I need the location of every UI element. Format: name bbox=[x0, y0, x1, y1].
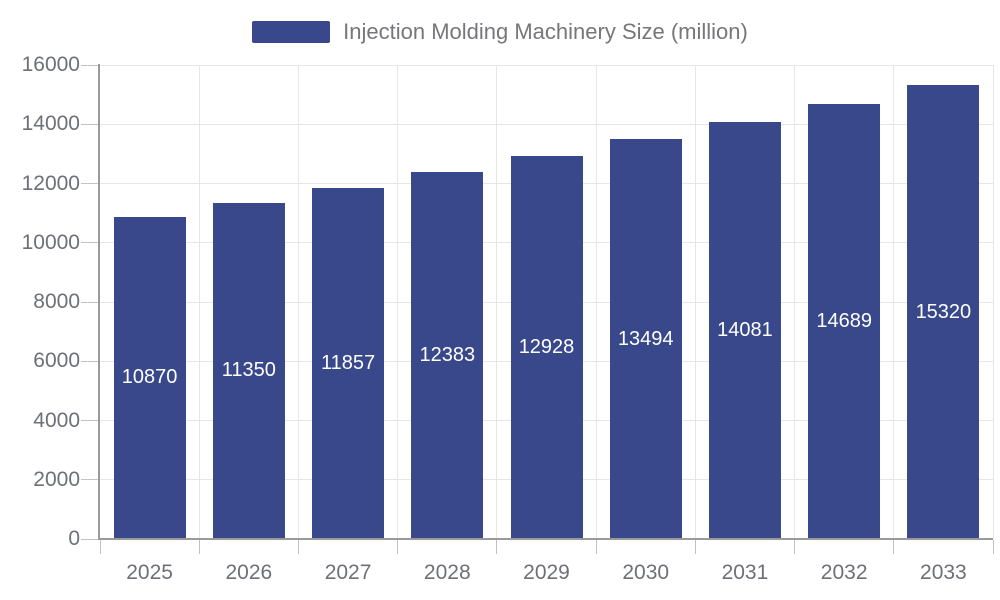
y-axis-line bbox=[98, 64, 100, 540]
vertical-gridline bbox=[198, 65, 200, 539]
horizontal-gridline bbox=[100, 123, 993, 125]
x-axis-tick-label: 2028 bbox=[423, 561, 471, 584]
legend-label: Injection Molding Machinery Size (millio… bbox=[343, 19, 748, 44]
x-axis-tick bbox=[198, 540, 200, 554]
x-axis-tick bbox=[893, 540, 895, 554]
y-axis-tick bbox=[81, 538, 99, 540]
y-axis-tick-label: 16000 bbox=[21, 53, 80, 76]
y-axis-tick bbox=[81, 242, 99, 244]
y-axis-tick-label: 2000 bbox=[33, 467, 80, 491]
x-axis-tick bbox=[99, 540, 101, 554]
bar-value-label: 12928 bbox=[518, 335, 575, 358]
y-axis-tick bbox=[81, 301, 99, 303]
y-axis-tick bbox=[81, 64, 99, 66]
bar[interactable]: 10870 bbox=[113, 216, 186, 538]
y-axis-tick-label: 4000 bbox=[33, 408, 80, 432]
legend-swatch bbox=[252, 21, 331, 43]
vertical-gridline bbox=[297, 65, 299, 539]
vertical-gridline bbox=[694, 65, 696, 539]
vertical-gridline bbox=[397, 65, 399, 539]
x-axis-tick-label: 2031 bbox=[721, 561, 769, 584]
y-axis-tick bbox=[81, 123, 99, 125]
bar[interactable]: 14081 bbox=[708, 121, 781, 538]
x-axis-tick-label: 2030 bbox=[622, 561, 670, 584]
vertical-gridline bbox=[992, 65, 994, 539]
x-axis-tick bbox=[496, 540, 498, 554]
bar-value-label: 14081 bbox=[717, 318, 773, 341]
bar[interactable]: 11857 bbox=[312, 187, 385, 538]
bar[interactable]: 12928 bbox=[510, 156, 583, 538]
y-axis-tick-label: 6000 bbox=[33, 349, 80, 373]
y-axis-tick-label: 12000 bbox=[21, 171, 80, 195]
x-axis-tick-label: 2029 bbox=[523, 561, 570, 584]
bar-value-label: 12383 bbox=[419, 344, 476, 367]
bar[interactable]: 13494 bbox=[609, 139, 682, 538]
bar-value-label: 11350 bbox=[221, 359, 276, 382]
x-axis-line bbox=[98, 538, 993, 540]
vertical-gridline bbox=[496, 65, 498, 539]
bar-value-label: 15320 bbox=[915, 300, 972, 323]
legend[interactable]: Injection Molding Machinery Size (millio… bbox=[0, 17, 1000, 47]
x-axis-tick bbox=[794, 540, 796, 554]
bar[interactable]: 15320 bbox=[907, 85, 980, 538]
bar[interactable]: 11350 bbox=[212, 202, 285, 538]
x-axis-tick-label: 2032 bbox=[820, 561, 868, 584]
x-axis-tick bbox=[595, 540, 597, 554]
y-axis-tick-label: 10000 bbox=[21, 230, 80, 254]
bar-value-label: 13494 bbox=[617, 327, 674, 350]
x-axis-tick-label: 2026 bbox=[225, 561, 273, 584]
x-axis-tick bbox=[992, 540, 994, 554]
bar-value-label: 10870 bbox=[121, 366, 178, 389]
vertical-gridline bbox=[893, 65, 895, 539]
y-axis-tick bbox=[81, 420, 99, 421]
bar-value-label: 14689 bbox=[816, 309, 872, 332]
horizontal-gridline bbox=[100, 64, 993, 66]
bar[interactable]: 12383 bbox=[411, 172, 484, 538]
x-axis-tick-label: 2027 bbox=[324, 561, 372, 584]
y-axis-tick bbox=[81, 479, 99, 481]
y-axis-tick-label: 8000 bbox=[33, 290, 80, 313]
y-axis-tick-label: 0 bbox=[68, 527, 80, 550]
bar-value-label: 11857 bbox=[320, 351, 376, 374]
x-axis-tick-label: 2033 bbox=[920, 561, 967, 584]
x-axis-tick-label: 2025 bbox=[126, 561, 173, 584]
x-axis-tick bbox=[297, 540, 299, 554]
x-axis-tick bbox=[397, 540, 399, 554]
y-axis-tick bbox=[81, 360, 99, 362]
y-axis-tick bbox=[81, 183, 99, 184]
y-axis-tick-label: 14000 bbox=[21, 112, 80, 136]
x-axis-tick bbox=[694, 540, 696, 554]
vertical-gridline bbox=[794, 65, 796, 539]
vertical-gridline bbox=[595, 65, 597, 539]
bar[interactable]: 14689 bbox=[808, 103, 881, 538]
